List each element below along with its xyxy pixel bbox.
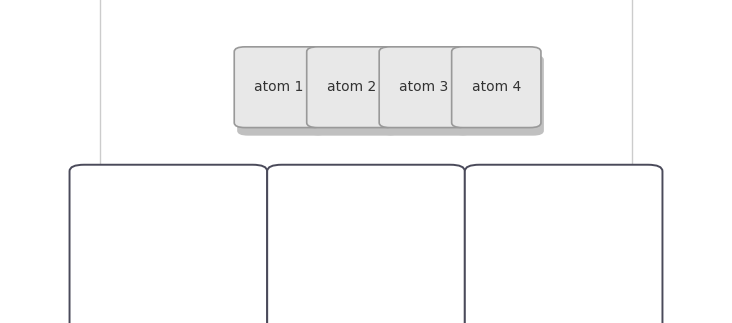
FancyBboxPatch shape <box>310 55 399 136</box>
Text: atom 2: atom 2 <box>326 80 376 94</box>
FancyBboxPatch shape <box>465 165 662 323</box>
FancyBboxPatch shape <box>237 55 326 136</box>
Text: atom 1: atom 1 <box>254 80 304 94</box>
Text: atom 4: atom 4 <box>471 80 521 94</box>
FancyBboxPatch shape <box>379 47 468 128</box>
FancyBboxPatch shape <box>382 55 471 136</box>
FancyBboxPatch shape <box>452 47 541 128</box>
FancyBboxPatch shape <box>267 165 465 323</box>
Text: atom 3: atom 3 <box>399 80 449 94</box>
FancyBboxPatch shape <box>307 47 396 128</box>
FancyBboxPatch shape <box>234 47 324 128</box>
FancyBboxPatch shape <box>455 55 544 136</box>
FancyBboxPatch shape <box>70 165 267 323</box>
